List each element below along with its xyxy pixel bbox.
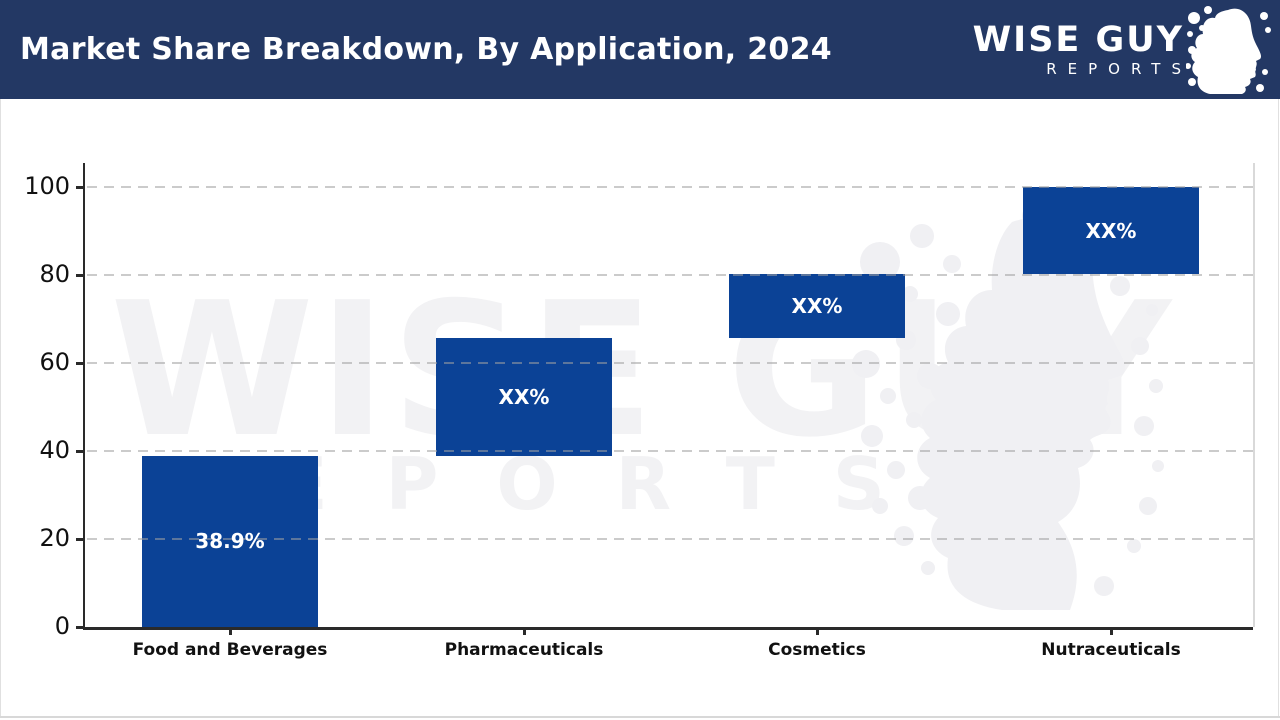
- x-label-pharmaceuticals: Pharmaceuticals: [444, 640, 604, 660]
- y-tick-0: [76, 626, 85, 629]
- logo-subtitle: REPORTS: [1046, 60, 1192, 79]
- bar-value-label-pharmaceuticals: XX%: [498, 384, 550, 409]
- frame-right: [1278, 99, 1279, 718]
- y-label-100: 100: [24, 172, 70, 200]
- x-tick-food-and-beverages: [229, 627, 232, 635]
- gridline-80: [87, 274, 1253, 276]
- bar-food-and-beverages: [142, 455, 318, 627]
- x-tick-cosmetics: [816, 627, 819, 635]
- frame-bottom: [0, 716, 1280, 718]
- x-tick-pharmaceuticals: [523, 627, 526, 635]
- bar-value-label-cosmetics: XX%: [791, 294, 843, 319]
- logo-text: WISE GUY REPORTS: [972, 19, 1184, 78]
- y-label-0: 0: [54, 612, 70, 640]
- y-axis-line: [83, 163, 85, 630]
- bar-value-label-food-and-beverages: 38.9%: [195, 529, 265, 554]
- y-tick-100: [76, 186, 85, 189]
- x-label-food-and-beverages: Food and Beverages: [132, 640, 328, 660]
- logo-wordmark: WISE GUY: [972, 19, 1184, 60]
- y-label-40: 40: [39, 436, 70, 464]
- gridline-40: [87, 450, 1253, 452]
- right-spine: [1253, 163, 1255, 627]
- logo-head-icon: [1186, 6, 1271, 94]
- bar-nutraceuticals: [1023, 187, 1199, 275]
- wise-guy-reports-logo: WISE GUY REPORTS: [973, 4, 1272, 96]
- y-tick-60: [76, 362, 85, 365]
- bar-pharmaceuticals: [436, 337, 612, 456]
- bar-cosmetics: [729, 274, 905, 338]
- bar-value-label-nutraceuticals: XX%: [1085, 218, 1137, 243]
- frame-left: [0, 99, 1, 718]
- x-label-cosmetics: Cosmetics: [768, 640, 866, 660]
- y-tick-20: [76, 538, 85, 541]
- header-band: Market Share Breakdown, By Application, …: [0, 0, 1280, 99]
- x-label-nutraceuticals: Nutraceuticals: [1041, 640, 1181, 660]
- gridline-100: [87, 186, 1253, 188]
- gridline-60: [87, 362, 1253, 364]
- y-tick-40: [76, 450, 85, 453]
- x-tick-nutraceuticals: [1110, 627, 1113, 635]
- gridline-20: [87, 538, 1253, 540]
- x-axis-line: [83, 627, 1253, 630]
- page-title: Market Share Breakdown, By Application, …: [20, 32, 832, 67]
- y-tick-80: [76, 274, 85, 277]
- y-label-20: 20: [39, 524, 70, 552]
- y-label-60: 60: [39, 348, 70, 376]
- y-label-80: 80: [39, 260, 70, 288]
